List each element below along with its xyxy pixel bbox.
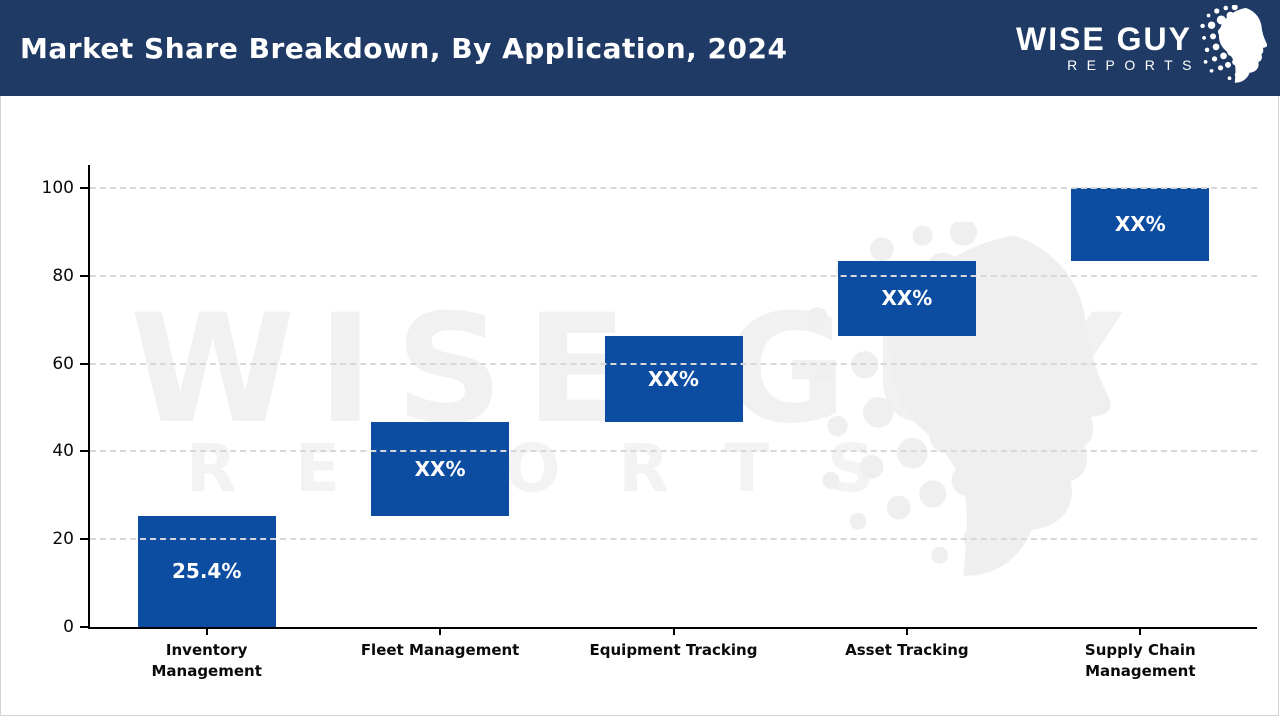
x-axis-label-asset-tracking: Asset Tracking [845,641,969,659]
y-axis-tick-label: 40 [52,441,74,462]
y-axis-tick [80,274,88,277]
plot-area: 0 20 40 60 80 100 25.4% XX% XX% XX% XX% Inventory M… [42,165,1257,680]
y-axis-tick-label: 80 [52,265,74,286]
gridline [90,362,1257,365]
y-axis-tick [80,538,88,541]
y-axis-tick-label: 60 [52,353,74,374]
x-axis-label-fleet-management: Fleet Management [360,641,520,659]
wiseguy-face-icon [1200,5,1268,83]
gridline [90,274,1257,277]
bar-value-label: 25.4% [171,559,242,584]
x-axis-label-inventory-management: Inventory Management [151,641,262,680]
y-axis-tick [80,450,88,453]
gridline [90,187,1257,189]
bar-inventory-management: 25.4% [137,515,276,627]
x-axis-tick [905,627,908,635]
bar-value-label: XX% [648,366,699,391]
logo-subtitle: REPORTS [1067,56,1201,73]
bar-value-label: XX% [1114,212,1166,237]
header-bar: Market Share Breakdown, By Application, … [0,0,1280,96]
bar-fleet-management: XX% [371,422,510,516]
x-axis-tick [439,627,442,635]
x-axis-tick [205,627,208,635]
bar-supply-chain-management: XX% [1071,188,1210,261]
y-axis-tick [80,626,88,628]
page-title: Market Share Breakdown, By Application, … [20,31,788,65]
y-axis-tick-label: 0 [63,617,74,637]
bar-equipment-tracking: XX% [604,335,743,423]
y-axis-tick [80,362,88,365]
bar-value-label: XX% [881,286,933,311]
y-axis-tick-label: 20 [52,529,74,550]
gridline [90,538,1257,541]
x-axis-tick [1139,627,1142,635]
x-axis-label-equipment-tracking: Equipment Tracking [589,641,758,659]
y-axis-tick [80,187,88,189]
wiseguy-logo-text: WISE GUY REPORTS [1016,23,1192,73]
x-axis-tick [672,627,675,635]
bar-value-label: XX% [414,456,466,481]
logo-wordmark: WISE GUY [1015,21,1192,58]
wiseguy-logo: WISE GUY REPORTS [1016,0,1272,96]
y-axis-tick-label: 100 [41,178,74,198]
bar-asset-tracking: XX% [837,260,976,336]
x-axis-label-supply-chain-management: Supply Chain Management [1084,641,1196,680]
gridline [90,450,1257,453]
